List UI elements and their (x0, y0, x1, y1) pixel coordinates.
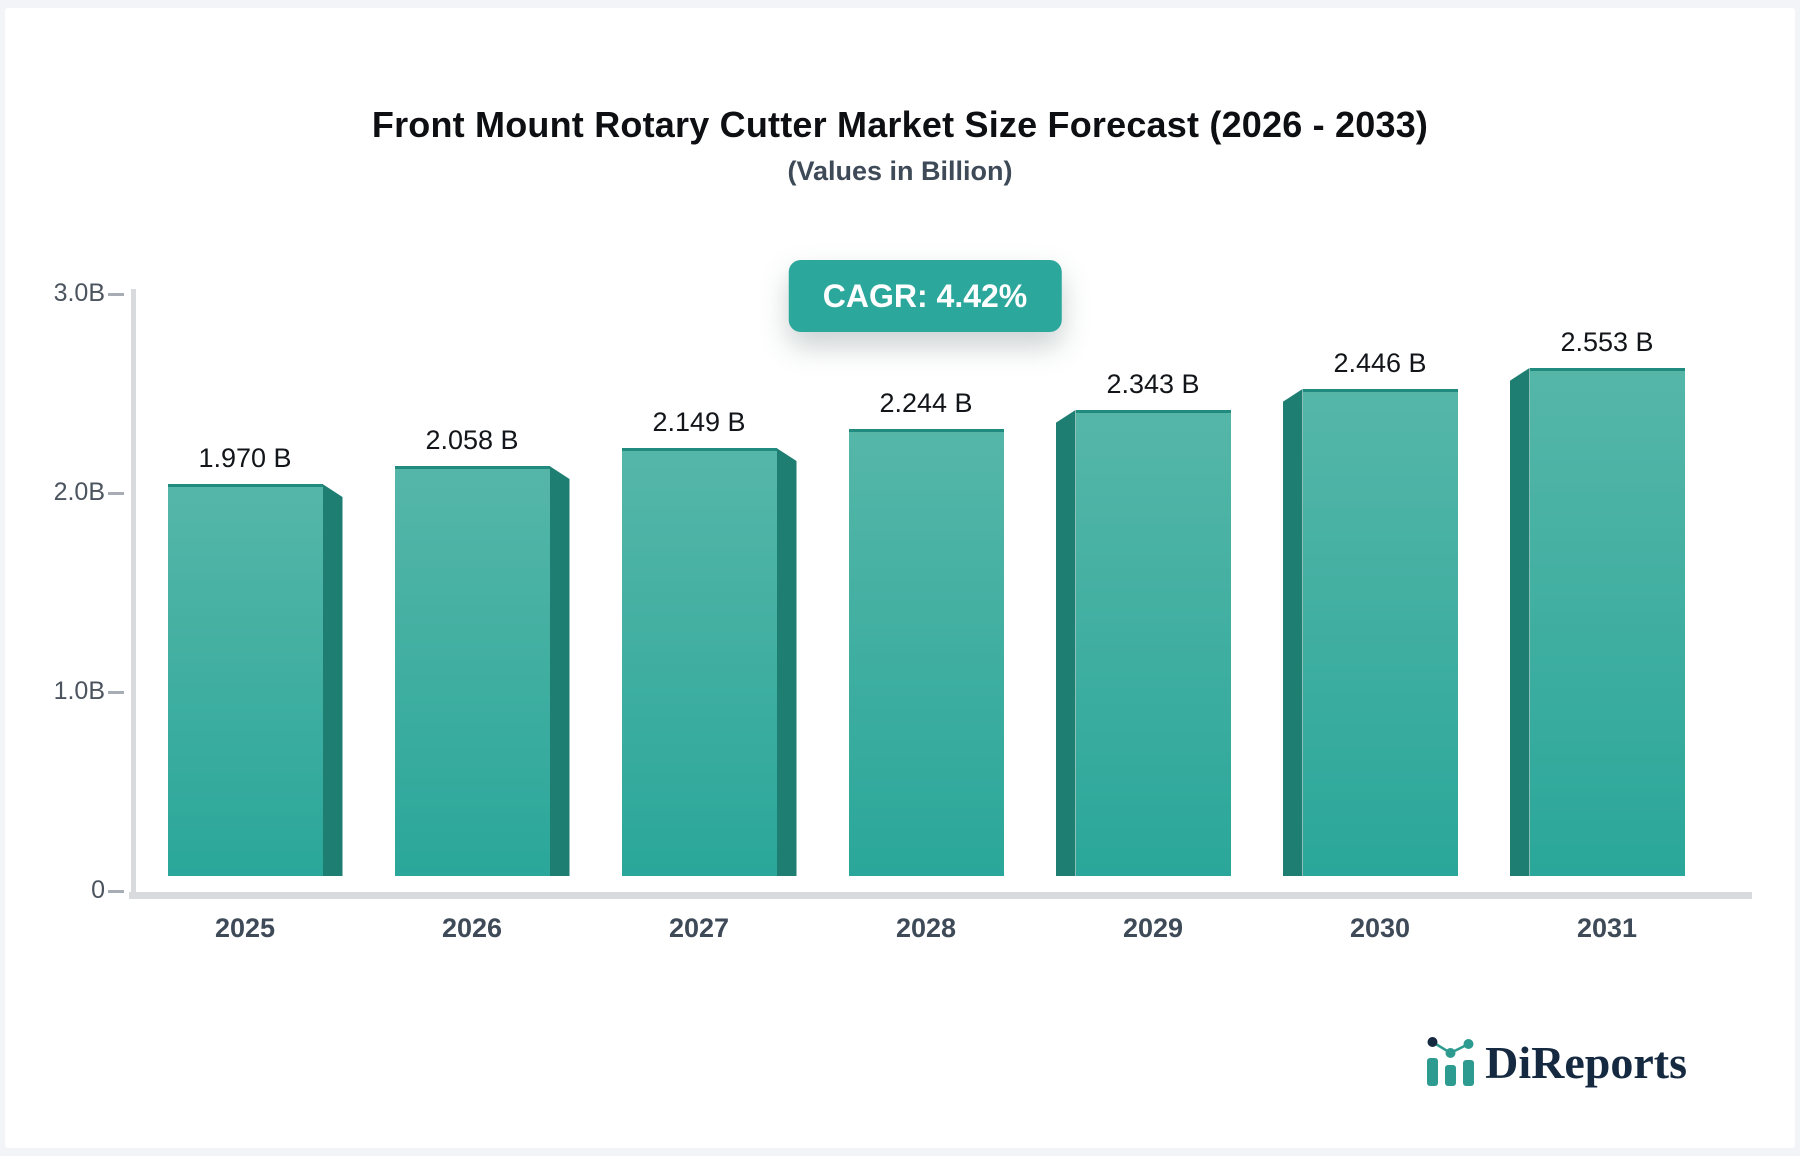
bar-side-face (549, 466, 570, 876)
chart-title: Front Mount Rotary Cutter Market Size Fo… (371, 104, 1429, 145)
bar-group-2030: 2.446 B (1282, 348, 1458, 876)
bar-group-2025: 1.970 B (167, 443, 343, 876)
y-axis-tick-mark (108, 293, 124, 296)
bar-value-label: 1.970 B (198, 443, 292, 473)
y-axis-tick-label: 0 (91, 876, 105, 904)
bar-value-label: 2.244 B (879, 388, 973, 418)
bar-group-2028: 2.244 B (848, 388, 1004, 876)
y-axis-tick-mark (108, 691, 124, 694)
bar-group-2026: 2.058 B (394, 425, 570, 876)
x-axis-label-2029: 2029 (1122, 913, 1184, 943)
bar-value-label: 2.446 B (1333, 348, 1427, 378)
chart-card: Front Mount Rotary Cutter Market Size Fo… (5, 8, 1795, 1148)
x-axis-label-2027: 2027 (668, 913, 730, 943)
y-axis-tick-mark (108, 492, 124, 495)
y-axis-tick-label: 3.0B (53, 279, 105, 307)
bar-side-face (1282, 389, 1303, 876)
x-axis-label-2028: 2028 (895, 913, 957, 943)
bar-face (1529, 368, 1685, 876)
x-axis-label-2026: 2026 (441, 913, 503, 943)
x-axis-label-2030: 2030 (1349, 913, 1411, 943)
y-axis-tick-label: 1.0B (53, 677, 105, 705)
brand-name: DiReports (1485, 1037, 1687, 1088)
x-axis-label-2025: 2025 (214, 913, 276, 943)
bar-face (848, 429, 1004, 876)
bar-value-label: 2.553 B (1560, 327, 1654, 357)
bar-value-label: 2.149 B (652, 407, 746, 437)
bar-side-face (1055, 410, 1076, 876)
x-axis-baseline (129, 892, 1752, 899)
bar-face (1075, 410, 1231, 876)
brand-logo: DiReports (1425, 1034, 1687, 1086)
bar-value-label: 2.343 B (1106, 369, 1200, 399)
bar-value-label: 2.058 B (425, 425, 519, 455)
cagr-badge: CAGR: 4.42% (788, 260, 1062, 332)
bar-face (621, 448, 777, 876)
bar-side-face (776, 448, 797, 876)
bar-group-2027: 2.149 B (621, 407, 797, 876)
y-axis-tick-mark (108, 890, 124, 893)
bar-face (167, 484, 323, 876)
x-axis-label-2031: 2031 (1576, 913, 1638, 943)
mini-bar-chart-logo-icon (1425, 1034, 1477, 1086)
y-axis-line (131, 289, 136, 894)
y-axis-tick-label: 2.0B (53, 478, 105, 506)
bar-side-face (322, 484, 343, 876)
chart-subtitle: (Values in Billion) (787, 156, 1013, 186)
bar-side-face (1509, 368, 1530, 876)
bar-face (1302, 389, 1458, 876)
bar-face (394, 466, 550, 876)
bar-group-2031: 2.553 B (1509, 327, 1685, 876)
bar-group-2029: 2.343 B (1055, 369, 1231, 876)
